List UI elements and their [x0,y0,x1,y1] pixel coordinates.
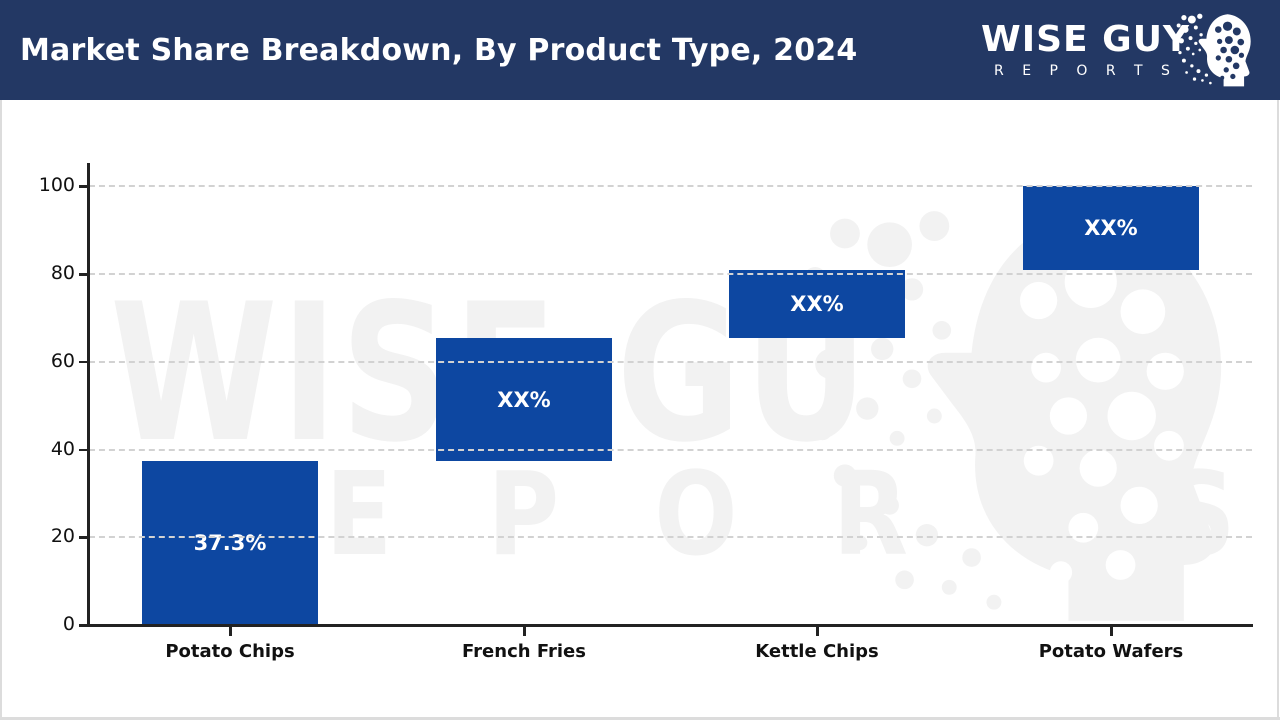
gridline [89,273,1252,276]
page-edge-right [1277,100,1279,720]
bar-french-fries: XX% [436,337,612,462]
x-axis-tick [523,627,526,636]
y-axis-line [87,163,90,627]
x-axis-label: Kettle Chips [755,641,879,662]
y-axis-tick-label: 80 [50,262,75,285]
page-edge-bottom [0,717,1280,720]
x-axis-label: French Fries [462,641,586,662]
gridline [89,448,1252,451]
gridline [89,536,1252,539]
bar-kettle-chips: XX% [729,269,905,338]
y-axis-tick-label: 100 [38,174,75,197]
y-axis-tick-label: 60 [50,349,75,372]
x-axis-tick [229,627,232,636]
logo-wordmark: WISE GUY [980,18,1190,60]
logo-subtext: R E P O R T S [994,62,1177,79]
page-edge-left [0,100,2,720]
y-axis-tick [79,536,89,539]
watermark-head-icon [804,211,1222,621]
gridline [89,185,1252,188]
x-axis-label: Potato Chips [165,641,295,662]
bar-value-label: 37.3% [193,531,267,556]
y-axis-tick [79,360,89,364]
header-bar: Market Share Breakdown, By Product Type,… [0,0,1280,100]
y-axis-tick [79,624,89,627]
head-logo-icon [1176,13,1251,87]
bar-potato-chips: 37.3% [142,461,318,625]
y-axis-tick-label: 0 [62,613,75,635]
y-axis-tick-label: 40 [50,437,75,460]
x-axis-line [87,624,1253,627]
x-axis-tick [816,627,819,636]
y-axis-tick [79,448,89,452]
x-axis-label: Potato Wafers [1038,641,1184,662]
y-axis-tick [79,273,89,276]
brand-logo-text: WISE GUY R E P O R T S [980,18,1190,79]
y-axis-tick [79,185,89,188]
bar-value-label: XX% [1084,216,1138,241]
y-axis-tick-label: 20 [50,525,75,548]
bar-potato-wafers: XX% [1023,186,1199,270]
brand-logo: WISE GUY R E P O R T S [981,8,1254,92]
page-title: Market Share Breakdown, By Product Type,… [20,32,858,68]
x-axis-tick [1110,627,1113,636]
bar-value-label: XX% [790,291,844,316]
gridline [89,360,1252,363]
bar-value-label: XX% [497,387,551,412]
